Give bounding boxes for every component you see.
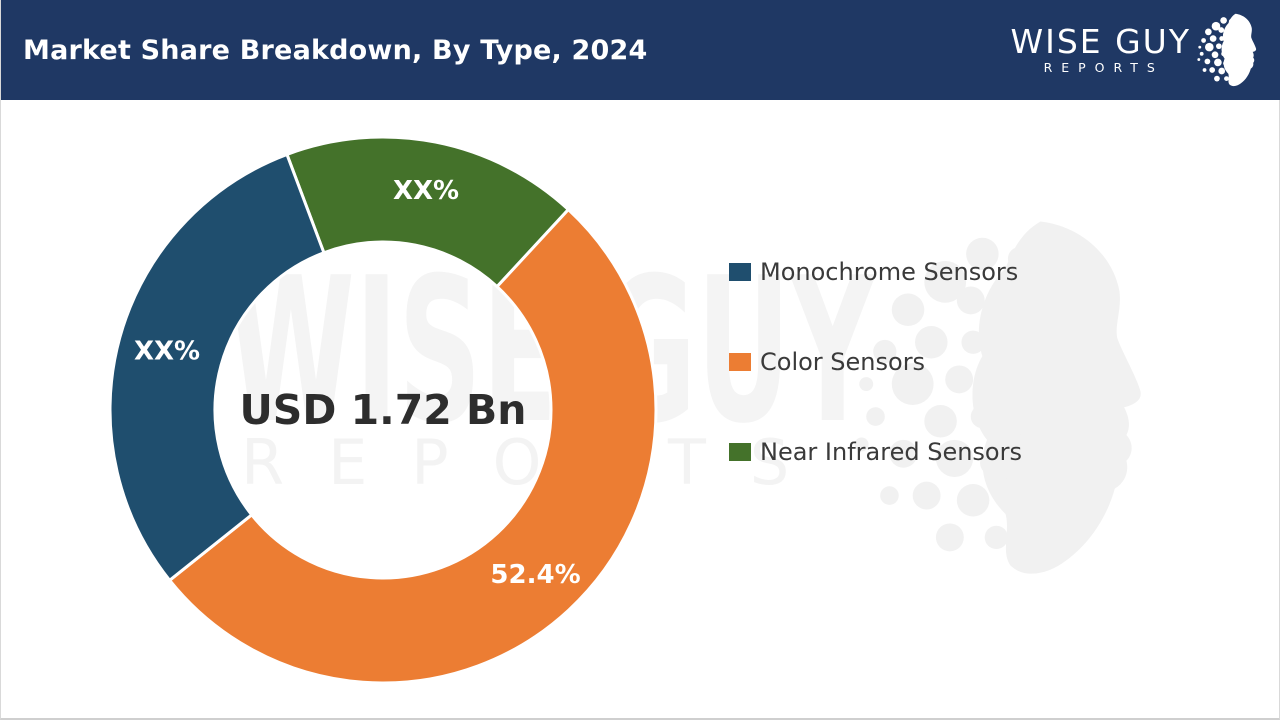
watermark-subtext: REPORTS (241, 426, 834, 499)
legend-swatch (729, 353, 751, 371)
legend-item-near-infrared-sensors: Near Infrared Sensors (729, 437, 1022, 467)
segment-label: XX% (393, 176, 459, 206)
header: Market Share Breakdown, By Type, 2024 WI… (1, 0, 1280, 100)
legend-item-color-sensors: Color Sensors (729, 347, 1022, 377)
logo: WISE GUY REPORTS (1010, 11, 1257, 89)
donut-segment-monochrome-sensors (108, 152, 326, 582)
segment-label: 52.4% (490, 560, 580, 590)
legend-label: Near Infrared Sensors (760, 438, 1022, 466)
legend-label: Color Sensors (760, 348, 926, 376)
logo-face-icon (1197, 13, 1257, 87)
segment-label: XX% (134, 337, 200, 367)
logo-subtext: REPORTS (1043, 60, 1164, 76)
logo-text: WISE GUY REPORTS (1010, 25, 1191, 75)
logo-wordmark: WISE GUY (1010, 22, 1191, 62)
legend-swatch (729, 263, 751, 281)
legend-label: Monochrome Sensors (760, 258, 1019, 286)
chart-legend: Monochrome Sensors Color Sensors Near Infr… (729, 257, 1022, 467)
legend-item-monochrome-sensors: Monochrome Sensors (729, 257, 1022, 287)
page-title: Market Share Breakdown, By Type, 2024 (23, 34, 648, 66)
legend-swatch (729, 443, 751, 461)
donut-chart: XX% 52.4% XX% (108, 135, 658, 685)
donut-segment-color-sensors (168, 208, 658, 685)
